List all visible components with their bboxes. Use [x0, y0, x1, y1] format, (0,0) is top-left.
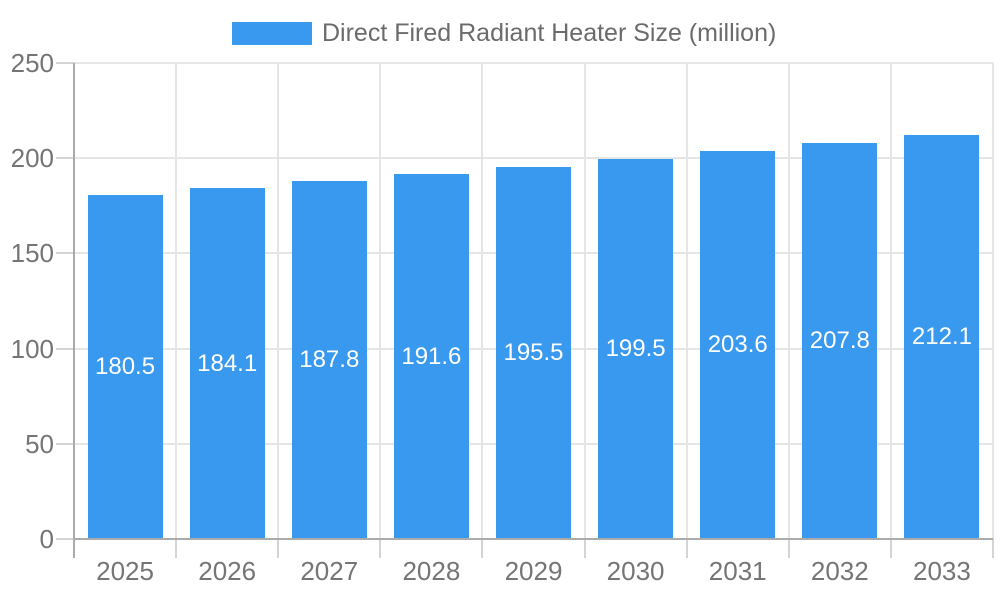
x-tick-label: 2032 [810, 556, 869, 586]
bar-value-label: 212.1 [911, 323, 972, 351]
legend-label: Direct Fired Radiant Heater Size (millio… [322, 19, 777, 47]
x-tick-mark [583, 539, 586, 558]
y-tick-label: 0 [39, 524, 54, 554]
bar[interactable] [700, 151, 776, 539]
gridline-vertical [175, 63, 178, 539]
y-tick-mark [56, 442, 74, 445]
y-tick-mark [56, 157, 74, 160]
x-tick-label: 2033 [913, 556, 971, 586]
y-axis-line [73, 63, 75, 558]
x-tick-label: 2027 [300, 556, 359, 586]
bar[interactable] [802, 143, 878, 539]
x-tick-mark [277, 539, 280, 558]
x-axis-line [73, 538, 993, 540]
gridline-vertical [992, 63, 994, 539]
bar-value-label: 199.5 [605, 335, 666, 363]
bar[interactable] [598, 159, 674, 539]
x-tick-mark [481, 539, 484, 558]
gridline-vertical [379, 63, 382, 539]
x-tick-label: 2025 [96, 556, 154, 586]
y-tick-mark [56, 252, 74, 255]
bar-value-label: 203.6 [707, 331, 768, 359]
x-tick-label: 2029 [504, 556, 563, 586]
bar-value-label: 184.1 [197, 349, 258, 377]
y-tick-mark [56, 62, 74, 64]
x-tick-label: 2031 [708, 556, 767, 586]
x-tick-mark [992, 539, 994, 558]
x-tick-mark [685, 539, 688, 558]
legend-swatch-icon [232, 22, 312, 45]
y-tick-label: 250 [10, 48, 54, 78]
bar-value-label: 187.8 [299, 346, 360, 374]
y-tick-mark [56, 538, 74, 540]
x-tick-label: 2026 [198, 556, 257, 586]
x-tick-mark [889, 539, 892, 558]
y-tick-label: 200 [10, 143, 54, 174]
gridline-vertical [481, 63, 484, 539]
gridline-vertical [889, 63, 892, 539]
y-tick-label: 100 [10, 333, 54, 364]
bar[interactable] [189, 188, 265, 539]
bar[interactable] [291, 181, 367, 539]
bar[interactable] [87, 195, 163, 539]
bar[interactable] [496, 166, 571, 539]
bar[interactable] [393, 174, 469, 539]
gridline-vertical [583, 63, 586, 539]
y-tick-label: 150 [10, 238, 54, 269]
x-tick-mark [787, 539, 790, 558]
bar-value-label: 195.5 [503, 338, 564, 366]
gridline-vertical [685, 63, 688, 539]
bar-value-label: 191.6 [401, 342, 462, 370]
legend-item[interactable]: Direct Fired Radiant Heater Size (millio… [232, 19, 776, 48]
y-tick-label: 50 [25, 428, 54, 459]
y-tick-mark [56, 347, 74, 350]
x-tick-label: 2028 [402, 556, 461, 586]
bar-value-label: 207.8 [809, 327, 870, 355]
gridline-vertical [277, 63, 280, 539]
gridline-vertical [787, 63, 790, 539]
gridline-horizontal [74, 62, 993, 64]
bar[interactable] [904, 135, 980, 539]
x-tick-label: 2030 [606, 556, 665, 586]
gridline-horizontal [74, 157, 993, 160]
x-tick-mark [175, 539, 178, 558]
x-tick-mark [379, 539, 382, 558]
bar-value-label: 180.5 [95, 353, 156, 381]
